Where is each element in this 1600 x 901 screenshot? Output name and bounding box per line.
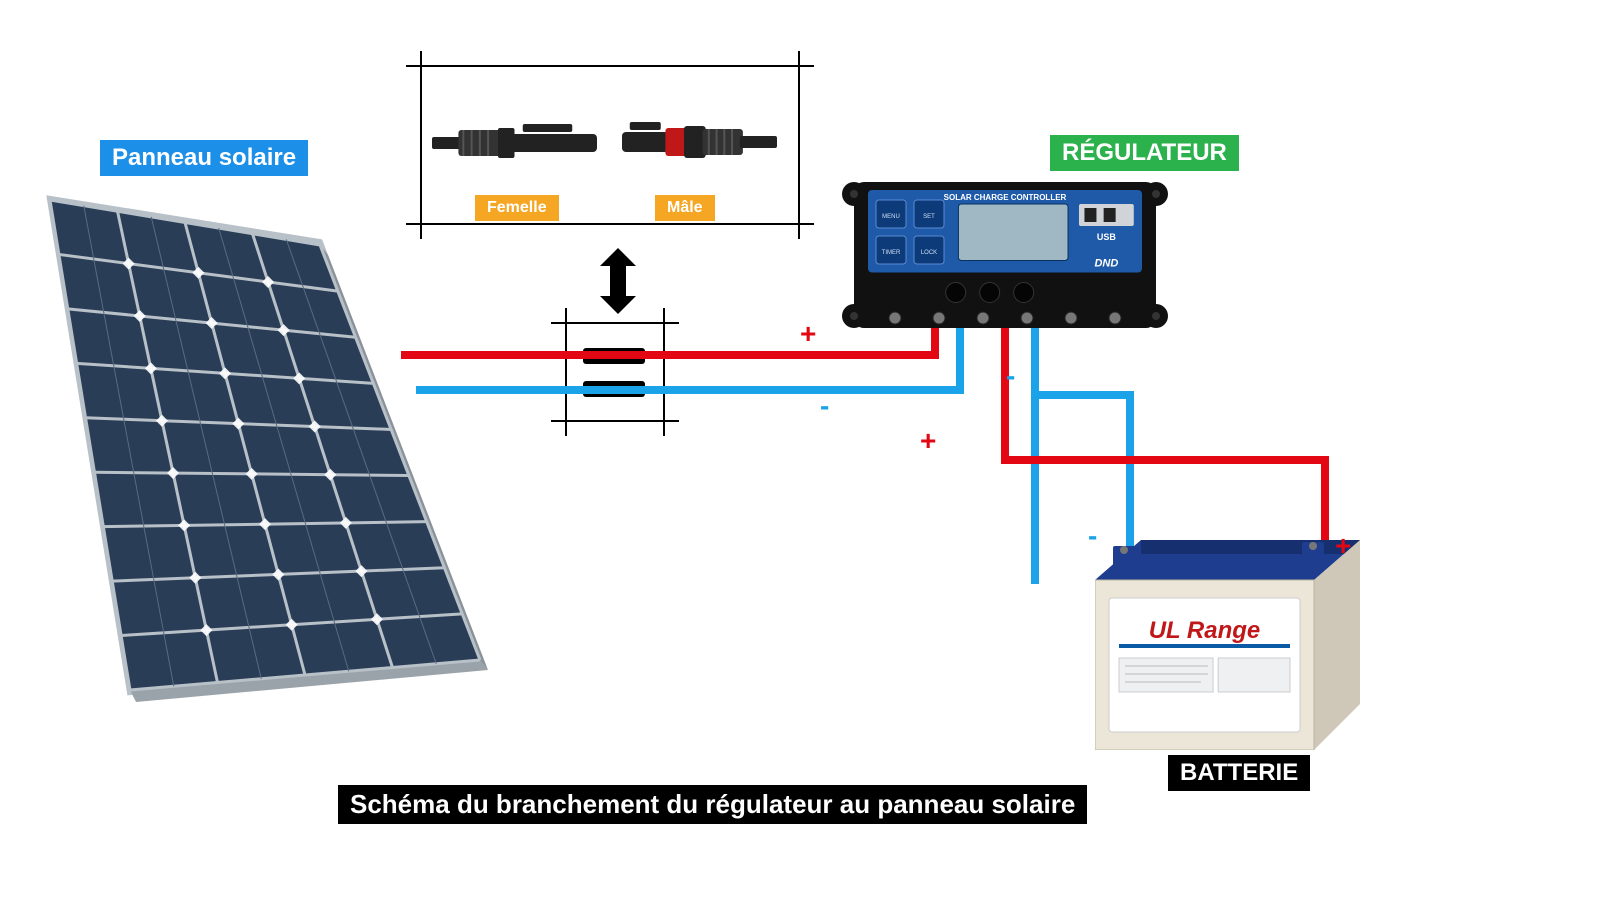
junction-frame xyxy=(565,322,665,422)
junction-connector-bottom xyxy=(583,381,645,397)
charge-regulator: SOLAR CHARGE CONTROLLER MENU SET TIMER L… xyxy=(840,180,1170,335)
svg-text:UL Range: UL Range xyxy=(1149,617,1261,644)
label-battery: BATTERIE xyxy=(1168,755,1310,791)
label-female: Femelle xyxy=(475,195,559,221)
battery: UL Range xyxy=(1095,540,1360,755)
label-panel: Panneau solaire xyxy=(100,140,308,176)
polarity-minus-2: - xyxy=(1006,360,1015,392)
svg-text:MENU: MENU xyxy=(882,214,900,220)
svg-text:LOCK: LOCK xyxy=(921,250,937,256)
junction-connector-top xyxy=(583,348,645,364)
label-regulator: RÉGULATEUR xyxy=(1050,135,1239,171)
svg-text:TIMER: TIMER xyxy=(882,250,901,256)
mc4-female-connector xyxy=(432,108,597,183)
polarity-plus-3: + xyxy=(1335,530,1351,562)
polarity-minus-1: - xyxy=(820,390,829,422)
svg-text:SOLAR CHARGE CONTROLLER: SOLAR CHARGE CONTROLLER xyxy=(944,193,1067,202)
polarity-plus-2: + xyxy=(920,425,936,457)
svg-text:DND: DND xyxy=(1094,258,1118,270)
polarity-plus-1: + xyxy=(800,318,816,350)
caption: Schéma du branchement du régulateur au p… xyxy=(338,785,1087,824)
svg-text:SET: SET xyxy=(923,214,935,220)
polarity-minus-3: - xyxy=(1088,520,1097,552)
mc4-male-connector xyxy=(622,102,777,187)
double-arrow-icon xyxy=(592,248,644,314)
svg-text:USB: USB xyxy=(1097,232,1117,242)
label-male: Mâle xyxy=(655,195,715,221)
